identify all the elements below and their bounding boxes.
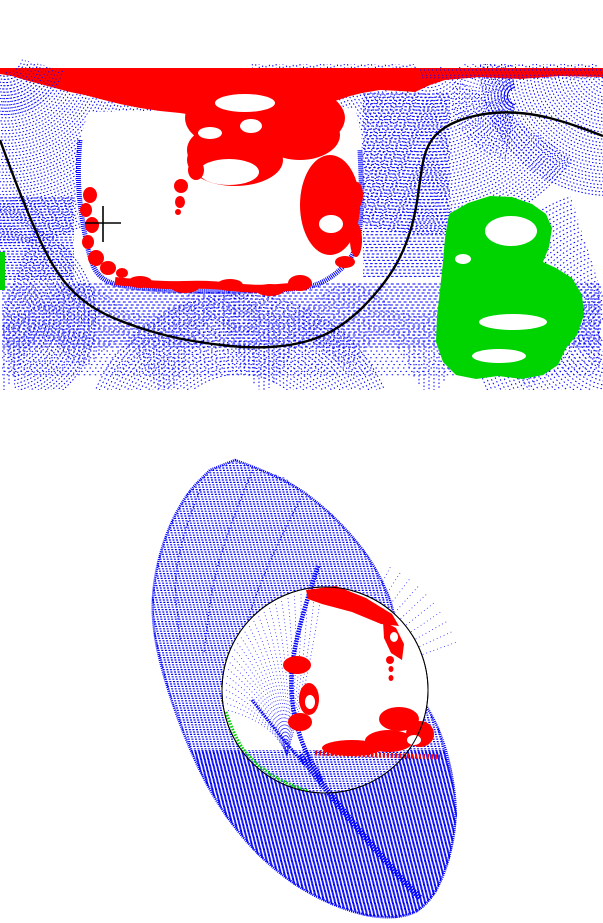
open-field-region bbox=[436, 196, 584, 379]
rows-mid-right bbox=[363, 93, 450, 277]
specks-over-band-right bbox=[420, 69, 603, 79]
fan-top-right bbox=[480, 64, 603, 196]
fan-bottom-band bbox=[95, 294, 385, 390]
disk-red-bottom bbox=[322, 707, 434, 756]
disk-red-dots bbox=[386, 656, 394, 681]
disk-red-left-hole bbox=[305, 695, 315, 709]
lobe-divider-minor bbox=[250, 699, 306, 765]
disk-field-lines bbox=[225, 591, 322, 757]
polarity-fringe-bottom bbox=[114, 277, 303, 293]
disk-red-top bbox=[306, 586, 399, 626]
sphere-view-panel bbox=[151, 458, 457, 919]
specks-over-band-left bbox=[0, 59, 64, 116]
crescent-rim bbox=[151, 458, 457, 919]
neutral-line bbox=[0, 111, 603, 349]
lobe-divider-streak bbox=[297, 753, 423, 901]
disk-red-right-hole bbox=[390, 632, 398, 642]
disk-streak bbox=[289, 565, 324, 782]
disk-outline bbox=[221, 586, 429, 794]
lobe-streak-1 bbox=[174, 489, 201, 641]
polarity-mass-holes bbox=[198, 94, 343, 233]
synoptic-map-panel bbox=[0, 59, 603, 390]
open-region-holes bbox=[455, 216, 547, 363]
disk-red-left bbox=[283, 656, 319, 731]
open-field-arc bbox=[224, 711, 309, 793]
disk-red-fringe bbox=[314, 750, 441, 760]
disk-red-bottom-hole bbox=[407, 735, 421, 745]
open-region-left-edge bbox=[0, 252, 5, 290]
